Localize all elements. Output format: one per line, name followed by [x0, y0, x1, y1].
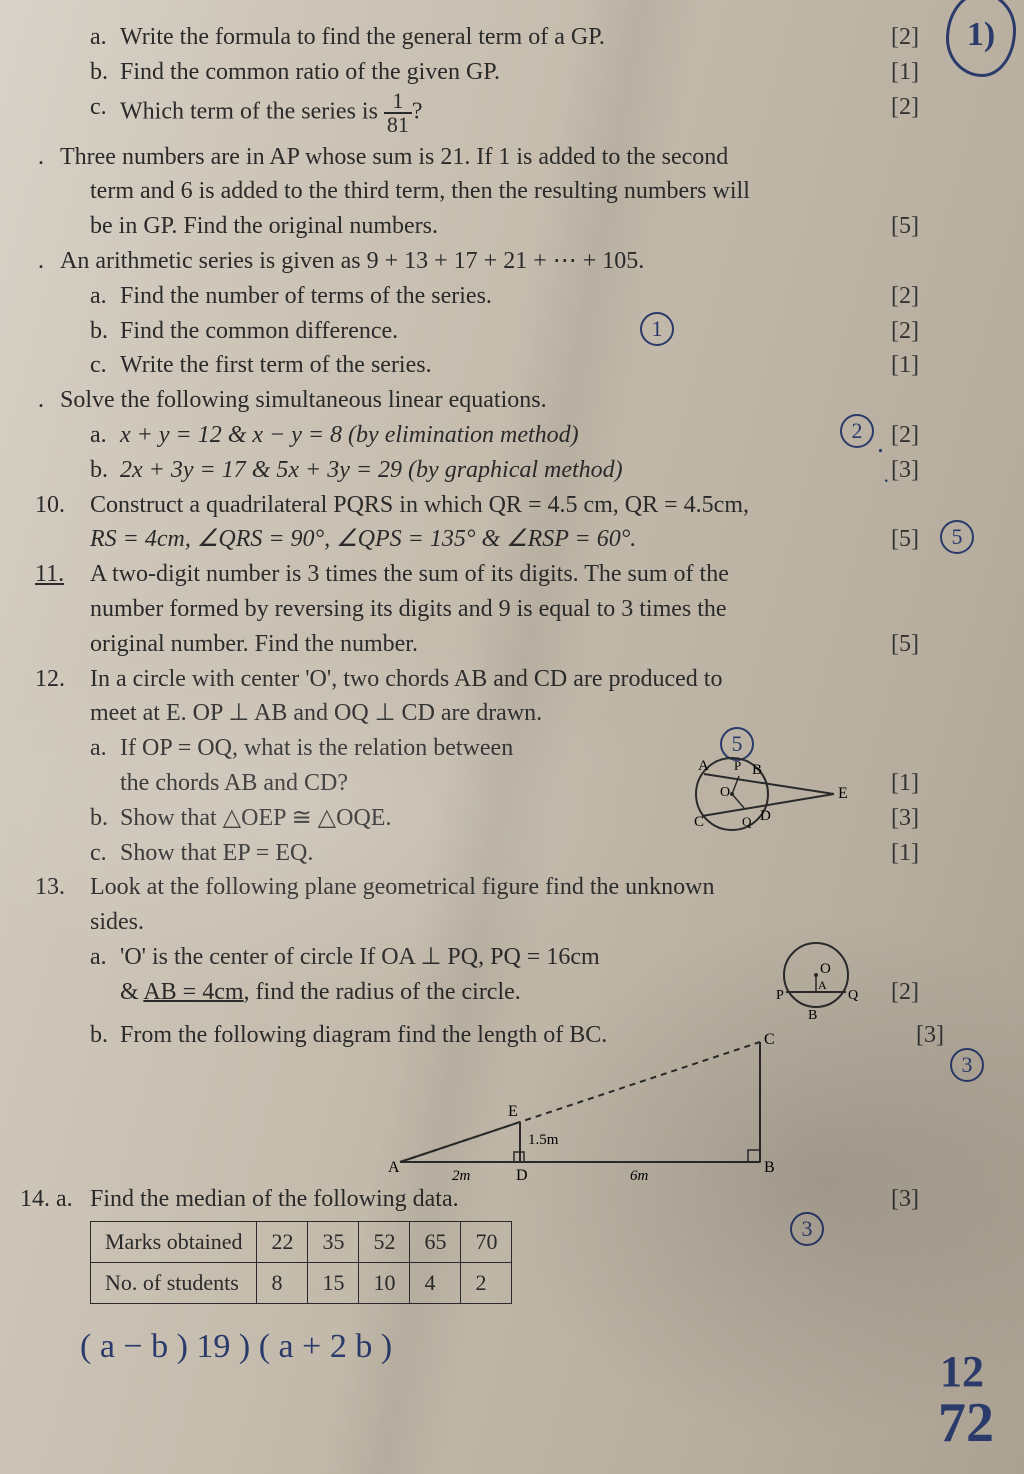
pen-circle-5: 5 — [940, 520, 974, 554]
arith-intro: . An arithmetic series is given as 9 + 1… — [60, 244, 984, 279]
svg-text:Q: Q — [848, 988, 858, 1003]
svg-text:E: E — [838, 785, 848, 802]
sim-b: b. 2x + 3y = 17 & 5x + 3y = 29 (by graph… — [90, 453, 984, 488]
marks-a: [2] — [891, 20, 919, 55]
table-row: Marks obtained 22 35 52 65 70 — [91, 1222, 512, 1263]
q13-l1: 13. Look at the following plane geometri… — [90, 870, 984, 905]
text-a: Write the formula to find the general te… — [120, 24, 605, 50]
q13-triangle-row: A B C D E 1.5m 2m 6m — [90, 1052, 984, 1182]
svg-text:O: O — [820, 961, 831, 977]
svg-text:A: A — [388, 1159, 400, 1176]
arith-c: c. Write the first term of the series. [… — [90, 348, 984, 383]
q11-l2: number formed by reversing its digits an… — [90, 592, 984, 627]
q12-c: c. Show that EP = EQ. [1] — [90, 836, 984, 871]
label-b: b. — [90, 55, 108, 90]
text-b: Find the common ratio of the given GP. — [120, 59, 500, 85]
ap-l2: term and 6 is added to the third term, t… — [90, 174, 984, 209]
svg-text:O: O — [720, 785, 730, 800]
svg-text:A: A — [698, 758, 709, 774]
q11-l3: original number. Find the number. [5] — [90, 627, 984, 662]
arith-b: b. Find the common difference. [2] 1 — [90, 314, 984, 349]
q-b: b. Find the common ratio of the given GP… — [90, 55, 984, 90]
q10-l1: 10. Construct a quadrilateral PQRS in wh… — [90, 488, 984, 523]
q13-l2: sides. — [90, 905, 984, 940]
sim-a: a. x + y = 12 & x − y = 8 (by eliminatio… — [90, 418, 984, 453]
q14: 14. a. Find the median of the following … — [90, 1182, 984, 1217]
q11-l1: 11. A two-digit number is 3 times the su… — [90, 557, 984, 592]
svg-text:C: C — [764, 1031, 775, 1048]
svg-text:1.5m: 1.5m — [528, 1132, 559, 1148]
ap-marks: [5] — [891, 209, 919, 244]
q-c: c. Which term of the series is 1 81 ? [2… — [90, 90, 984, 140]
handwritten-expression: ( a − b ) 19 ) ( a + 2 b ) — [80, 1322, 984, 1371]
q13-triangle-diagram: A B C D E 1.5m 2m 6m — [370, 1022, 790, 1203]
q-a: a. Write the formula to find the general… — [90, 20, 984, 55]
svg-text:P: P — [776, 988, 784, 1003]
handwritten-72: 72 — [938, 1383, 994, 1464]
svg-text:B: B — [764, 1159, 775, 1176]
q12-b: b. Show that △OEP ≅ △OQE. [3] — [90, 801, 984, 836]
q12-a2: the chords AB and CD? [1] A B C D E O P … — [90, 766, 984, 801]
exam-page: 1) a. Write the formula to find the gene… — [0, 0, 1024, 1474]
sim-intro: . Solve the following simultaneous linea… — [60, 383, 984, 418]
table-row: No. of students 8 15 10 4 2 — [91, 1263, 512, 1304]
q12-l2: meet at E. OP ⊥ AB and OQ ⊥ CD are drawn… — [90, 696, 984, 731]
ap-l3: be in GP. Find the original numbers. [5] — [90, 209, 984, 244]
svg-text:P: P — [734, 758, 741, 773]
ap-l1: . Three numbers are in AP whose sum is 2… — [60, 140, 984, 175]
pen-circle-3b: 3 — [790, 1212, 824, 1246]
q13-a2: & AB = 4cm, find the radius of the circl… — [90, 975, 984, 1010]
text-c-prefix: Which term of the series is — [120, 98, 384, 124]
q12-l1: 12. In a circle with center 'O', two cho… — [90, 662, 984, 697]
q14-table: Marks obtained 22 35 52 65 70 No. of stu… — [90, 1221, 512, 1304]
svg-text:B: B — [752, 762, 762, 778]
arith-a: a. Find the number of terms of the serie… — [90, 279, 984, 314]
pen-circle-2: 2 — [840, 414, 874, 448]
q10-l2: RS = 4cm, ∠QRS = 90°, ∠QPS = 135° & ∠RSP… — [90, 522, 984, 557]
marks-b: [1] — [891, 55, 919, 90]
marks-c: [2] — [891, 90, 919, 125]
label-a: a. — [90, 20, 107, 55]
svg-text:A: A — [818, 978, 827, 992]
text-c-suffix: ? — [412, 98, 423, 124]
label-c: c. — [90, 90, 107, 125]
fraction-1-81: 1 81 — [384, 90, 412, 136]
svg-text:E: E — [508, 1103, 518, 1120]
pen-circle-1: 1 — [640, 312, 674, 346]
